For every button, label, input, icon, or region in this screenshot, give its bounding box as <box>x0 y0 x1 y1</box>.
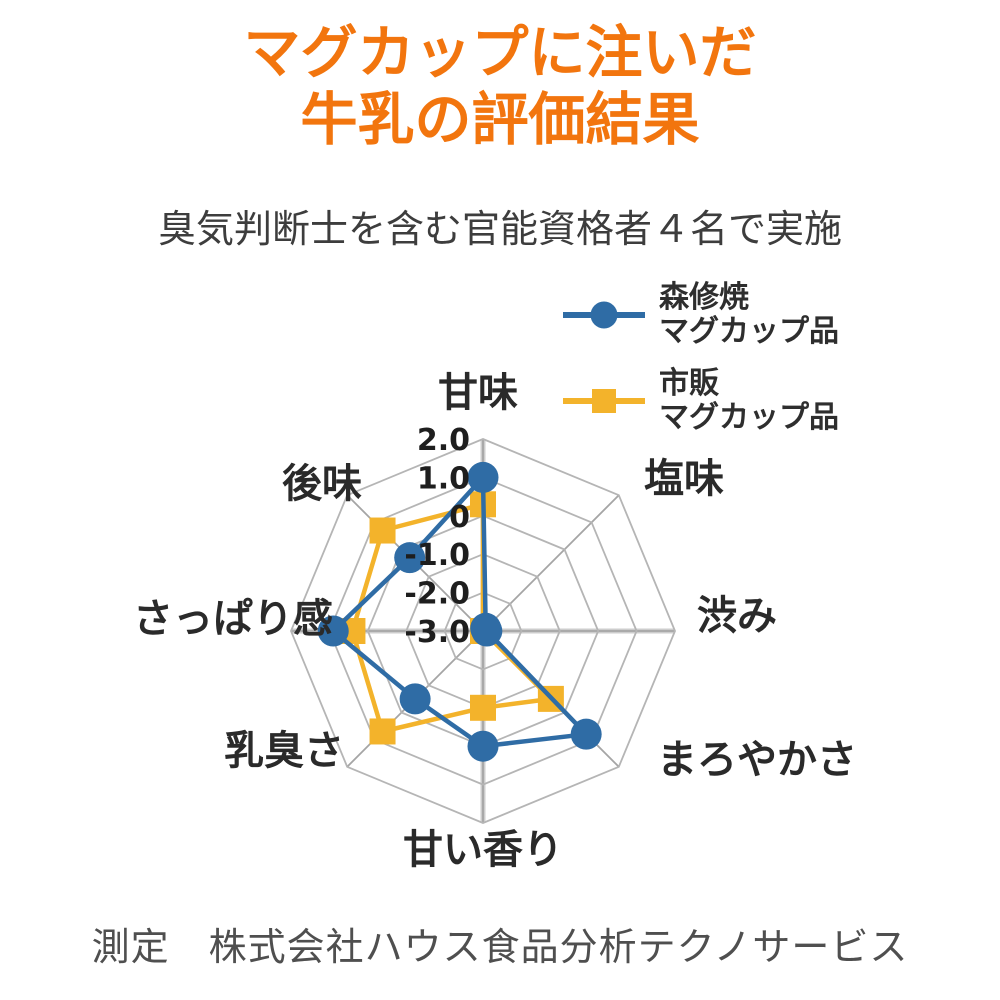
radar-data-point-circle <box>467 730 499 762</box>
radar-axis-label-6: さっぱり感 <box>133 596 333 642</box>
radar-data-point-circle <box>471 615 503 647</box>
legend-label-shihan: 市販 マグカップ品 <box>659 367 839 435</box>
radar-tick-label: -2.0 <box>404 577 470 612</box>
radar-tick-labels: 2.01.0 0-1.0 -2.0-3.0 <box>404 423 470 650</box>
radar-data-point-circle <box>570 718 602 750</box>
legend-item-morishuyaki: 森修焼 マグカップ品 <box>560 281 839 349</box>
chart-subtitle: 臭気判断士を含む官能資格者４名で実施 <box>157 207 842 251</box>
measurement-credit: 測定 株式会社ハウス食品分析テクノサービス <box>91 925 909 969</box>
legend-label-line: マグカップ品 <box>659 314 839 349</box>
legend-label-morishuyaki: 森修焼 マグカップ品 <box>659 281 839 349</box>
radar-tick-label: -3.0 <box>404 615 470 650</box>
radar-data-point-circle <box>394 542 426 574</box>
page-title-line2: 牛乳の評価結果 <box>300 86 700 153</box>
legend-label-line: 市販 <box>659 366 719 401</box>
radar-series-0 <box>317 461 602 762</box>
radar-axis-label-0: 甘味 <box>438 370 518 416</box>
legend-item-shihan: 市販 マグカップ品 <box>560 367 839 435</box>
legend-circle <box>590 301 618 329</box>
radar-tick-label: -1.0 <box>404 538 470 573</box>
legend-square <box>592 389 616 413</box>
legend-marker-circle-icon <box>563 301 645 329</box>
radar-tick-label: 2.0 <box>417 423 470 458</box>
legend-label-line: マグカップ品 <box>659 400 839 435</box>
chart-legend: 森修焼 マグカップ品 市販 マグカップ品 <box>560 281 839 435</box>
radar-data-point-square <box>369 718 396 745</box>
radar-data-point-circle <box>317 615 349 647</box>
radar-data-point-circle <box>399 683 431 715</box>
page-title-line1: マグカップに注いだ <box>243 20 757 86</box>
radar-grid-ring <box>443 591 523 671</box>
radar-axis-label-2: 渋み <box>697 593 777 639</box>
radar-axis-label-5: 乳臭さ <box>224 728 344 774</box>
legend-marker-square-icon <box>563 389 645 413</box>
radar-data-point-square <box>369 517 396 544</box>
radar-axis-label-3: まろやかさ <box>657 737 857 783</box>
page-title: マグカップに注いだ 牛乳の評価結果 <box>0 20 1000 153</box>
radar-axis-label-4: 甘い香り <box>403 827 563 873</box>
legend-label-line: 森修焼 <box>659 280 749 315</box>
radar-tick-label: 0 <box>449 500 470 535</box>
radar-grid-ring <box>290 438 676 824</box>
radar-data-point-square <box>470 694 496 721</box>
radar-axis-label-1: 塩味 <box>644 456 724 502</box>
radar-axis-label-7: 後味 <box>282 461 362 507</box>
radar-data-point-circle <box>467 461 499 493</box>
radar-tick-label: 1.0 <box>417 461 470 496</box>
radar-grid-ring <box>328 476 638 786</box>
radar-spoke <box>482 494 620 632</box>
